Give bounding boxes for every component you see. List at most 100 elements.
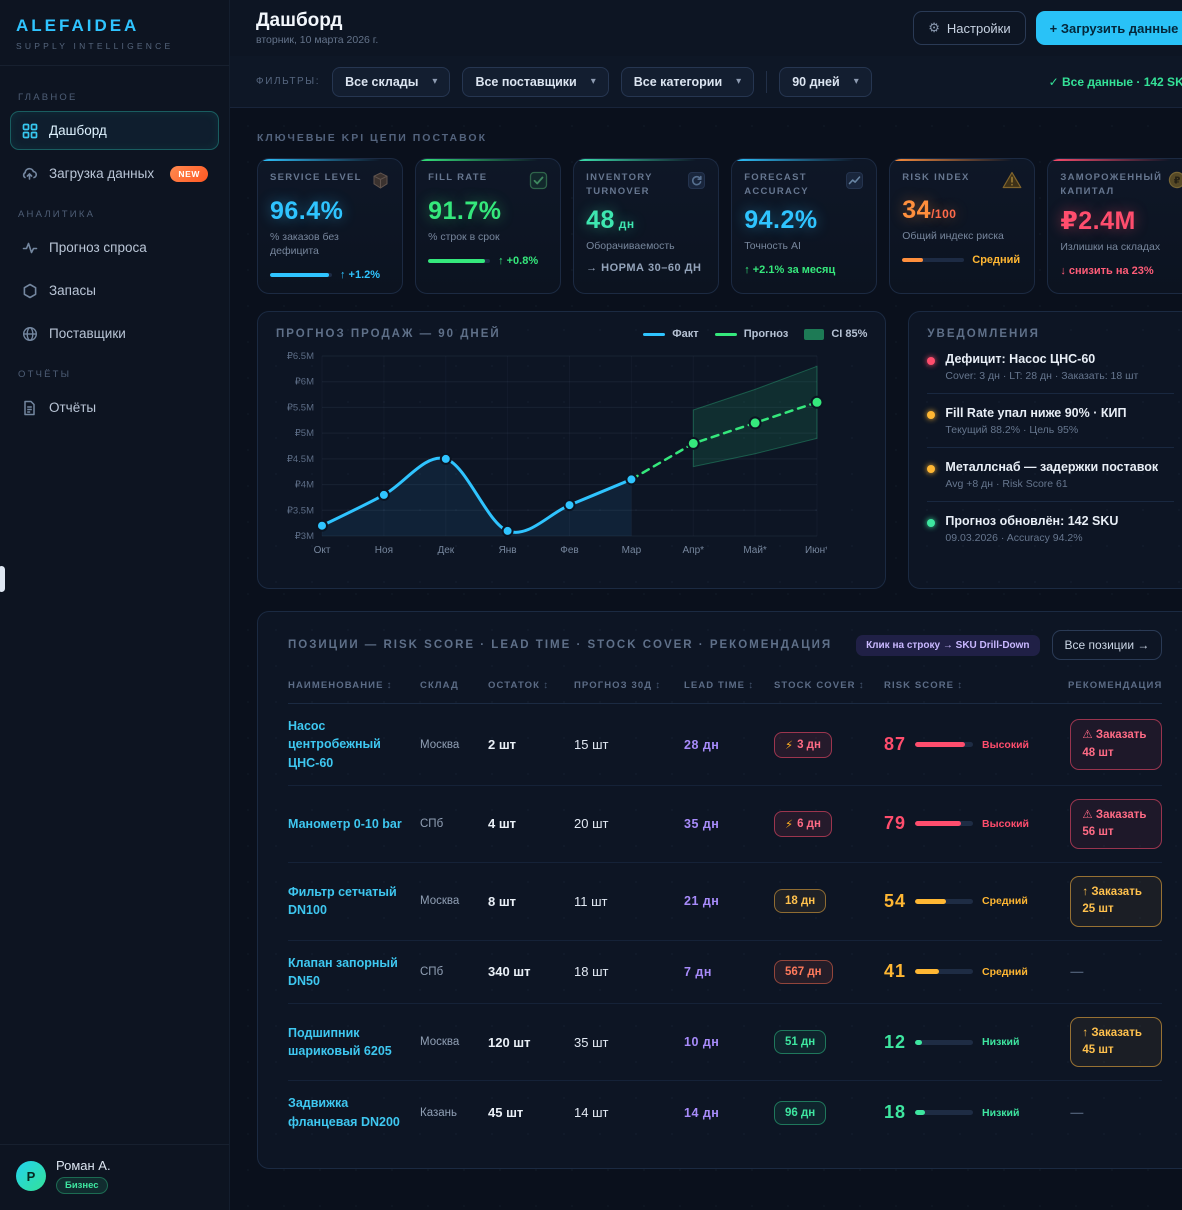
- sku-name-link[interactable]: Фильтр сетчатый DN100: [288, 885, 397, 918]
- page-date: вторник, 10 марта 2026 г.: [256, 34, 379, 46]
- warehouse-cell: Москва: [420, 895, 460, 908]
- risk-score-bar: [915, 821, 974, 827]
- column-header[interactable]: STOCK COVER ↕: [774, 680, 865, 692]
- upload-data-button[interactable]: + Загрузить данные: [1035, 11, 1182, 45]
- filter-select-categories[interactable]: Все категории ▾: [620, 66, 755, 97]
- notification-subtitle: Cover: 3 дн · LT: 28 дн · Заказать: 18 ш…: [945, 370, 1139, 383]
- order-button[interactable]: ⚠ Заказать 48 шт: [1070, 719, 1163, 770]
- svg-text:Дек: Дек: [437, 545, 454, 556]
- column-header[interactable]: ОСТАТОК ↕: [488, 680, 550, 692]
- filter-select-period[interactable]: 90 дней ▾: [779, 66, 872, 97]
- brand-tagline: SUPPLY INTELLIGENCE: [16, 41, 174, 51]
- risk-score-value: 18: [884, 1102, 907, 1123]
- chevron-down-icon: ▾: [853, 76, 859, 87]
- notifications-panel: УВЕДОМЛЕНИЯ Дефицит: Насос ЦНС-60 Cover: …: [908, 311, 1182, 590]
- new-badge: NEW: [170, 165, 208, 182]
- sku-name-link[interactable]: Манометр 0-10 bar: [288, 816, 402, 831]
- stock-cell: 8 шт: [488, 893, 517, 909]
- risk-score-bar: [915, 1039, 974, 1045]
- notification-item[interactable]: Металлснаб — задержки поставок Avg +8 дн …: [927, 448, 1175, 503]
- user-card[interactable]: Р Роман А. Бизнес: [0, 1144, 229, 1210]
- window-edge-handle[interactable]: [0, 566, 5, 592]
- order-button[interactable]: ↑ Заказать 45 шт: [1070, 1016, 1163, 1068]
- filter-select-suppliers[interactable]: Все поставщики ▾: [462, 66, 609, 97]
- kpi-value: 96.4%: [270, 197, 344, 225]
- chart-title: ПРОГНОЗ ПРОДАЖ — 90 ДНЕЙ: [276, 328, 501, 341]
- kpi-value: 91.7%: [428, 197, 502, 225]
- kpi-card: RISK INDEX 34/100 Общий индекс риска Средни…: [889, 158, 1036, 295]
- sidebar-item-demand-forecast[interactable]: Прогноз спроса: [10, 228, 219, 267]
- legend-item: Факт: [643, 328, 699, 340]
- sort-icon: ↕: [957, 680, 964, 692]
- lead-time-cell: 7 дн: [684, 964, 712, 979]
- svg-text:Ноя: Ноя: [375, 545, 393, 556]
- table-row[interactable]: Фильтр сетчатый DN100 Москва 8 шт 11 шт 21 д…: [288, 863, 1163, 941]
- status-dot-icon: [927, 465, 936, 474]
- notification-subtitle: Avg +8 дн · Risk Score 61: [945, 478, 1068, 491]
- forecast-cell: 14 шт: [574, 1105, 609, 1121]
- kpi-card: FORECAST ACCURACY 94.2% Точность AI ↑ +2.1%…: [731, 158, 878, 295]
- warehouse-cell: Москва: [420, 1036, 460, 1049]
- kpi-delta: ↑ +1.2%: [340, 269, 381, 282]
- globe-icon: [21, 325, 38, 342]
- risk-score-value: 79: [884, 813, 907, 834]
- column-header[interactable]: LEAD TIME ↕: [684, 680, 755, 692]
- sidebar-item-suppliers[interactable]: Поставщики: [10, 314, 219, 353]
- sidebar-item-label: Прогноз спроса: [49, 240, 147, 255]
- notification-item[interactable]: Дефицит: Насос ЦНС-60 Cover: 3 дн · LT: 2…: [927, 340, 1175, 395]
- order-button[interactable]: ↑ Заказать 25 шт: [1070, 876, 1163, 927]
- checkbox-icon: [529, 171, 548, 190]
- notification-item[interactable]: Прогноз обновлён: 142 SKU 09.03.2026 · Ac…: [927, 502, 1174, 555]
- column-header[interactable]: RISK SCORE ↕: [884, 680, 964, 692]
- sidebar-nav: ГЛАВНОЕ Дашборд Загрузка данных NEW АНАЛИТИК…: [0, 66, 229, 431]
- main-area: Дашборд вторник, 10 марта 2026 г. ⚙ Наст…: [230, 0, 1182, 1210]
- table-row[interactable]: Насос центробежный ЦНС-60 Москва 2 шт 15 шт…: [288, 704, 1163, 786]
- forecast-cell: 18 шт: [574, 964, 609, 980]
- kpi-value: 34/100: [902, 196, 957, 224]
- forecast-cell: 35 шт: [574, 1034, 609, 1050]
- table-row[interactable]: Задвижка фланцевая DN200 Казань 45 шт 14 шт…: [288, 1081, 1162, 1143]
- settings-button[interactable]: ⚙ Настройки: [913, 11, 1026, 45]
- order-button[interactable]: ⚠ Заказать 56 шт: [1070, 798, 1163, 850]
- chevron-down-icon: ▾: [736, 76, 742, 87]
- column-header[interactable]: ПРОГНОЗ 30Д ↕: [574, 680, 662, 692]
- warning-icon: [1002, 171, 1022, 189]
- nav-section: АНАЛИТИКА Прогноз спроса Запасы Поставщики: [10, 209, 219, 353]
- risk-score-bar: [915, 969, 974, 975]
- column-header[interactable]: НАИМЕНОВАНИЕ ↕: [288, 680, 393, 692]
- risk-level-label: Низкий: [982, 1036, 1020, 1049]
- forecast-cell: 20 шт: [574, 816, 609, 832]
- sku-name-link[interactable]: Клапан запорный DN50: [288, 955, 398, 988]
- sidebar-item-inventory[interactable]: Запасы: [10, 271, 219, 310]
- sku-name-link[interactable]: Подшипник шариковый 6205: [288, 1026, 392, 1059]
- notification-item[interactable]: Fill Rate упал ниже 90% · КИП Текущий 88.…: [927, 394, 1175, 449]
- kpi-title: INVENTORY TURNOVER: [586, 172, 653, 197]
- stock-cover-badge: ⚡ 3 дн: [774, 731, 832, 758]
- risk-score-bar: [915, 898, 974, 904]
- sidebar-item-upload[interactable]: Загрузка данных NEW: [10, 154, 219, 193]
- kpi-title: ЗАМОРОЖЕННЫЙ КАПИТАЛ: [1060, 172, 1163, 197]
- svg-text:Фев: Фев: [560, 545, 578, 556]
- risk-score-value: 12: [884, 1031, 907, 1052]
- table-row[interactable]: Клапан запорный DN50 СПб 340 шт 18 шт 7 дн 56…: [288, 941, 1163, 1004]
- filter-select-value: Все склады: [345, 74, 419, 89]
- kpi-section-title: КЛЮЧЕВЫЕ KPI ЦЕПИ ПОСТАВОК: [257, 132, 488, 144]
- table-row[interactable]: Подшипник шариковый 6205 Москва 120 шт 35 ш…: [288, 1004, 1163, 1082]
- sidebar-item-label: Дашборд: [49, 123, 107, 138]
- kpi-value: 48 дн: [586, 205, 635, 234]
- filter-select-warehouses[interactable]: Все склады ▾: [332, 66, 451, 97]
- kpi-value: ₽2.4M: [1060, 206, 1136, 235]
- risk-level-label: Средний: [982, 965, 1028, 978]
- kpi-progress-bar: [902, 258, 965, 263]
- dashboard-grid-icon: [21, 122, 38, 139]
- table-row[interactable]: Манометр 0-10 bar СПб 4 шт 20 шт 35 дн ⚡ 6 дн 7…: [288, 786, 1163, 864]
- sidebar-item-label: Отчёты: [49, 400, 97, 415]
- all-positions-button[interactable]: Все позиции →: [1051, 630, 1163, 661]
- sidebar-item-dashboard[interactable]: Дашборд: [10, 111, 219, 150]
- sku-name-link[interactable]: Насос центробежный ЦНС-60: [288, 719, 381, 770]
- sidebar-item-reports[interactable]: Отчёты: [10, 388, 219, 427]
- data-status: ✓ Все данные · 142 SKU: [1048, 74, 1182, 89]
- stock-cell: 4 шт: [488, 816, 517, 832]
- sku-name-link[interactable]: Задвижка фланцевая DN200: [288, 1096, 400, 1129]
- risk-score-value: 54: [884, 890, 907, 911]
